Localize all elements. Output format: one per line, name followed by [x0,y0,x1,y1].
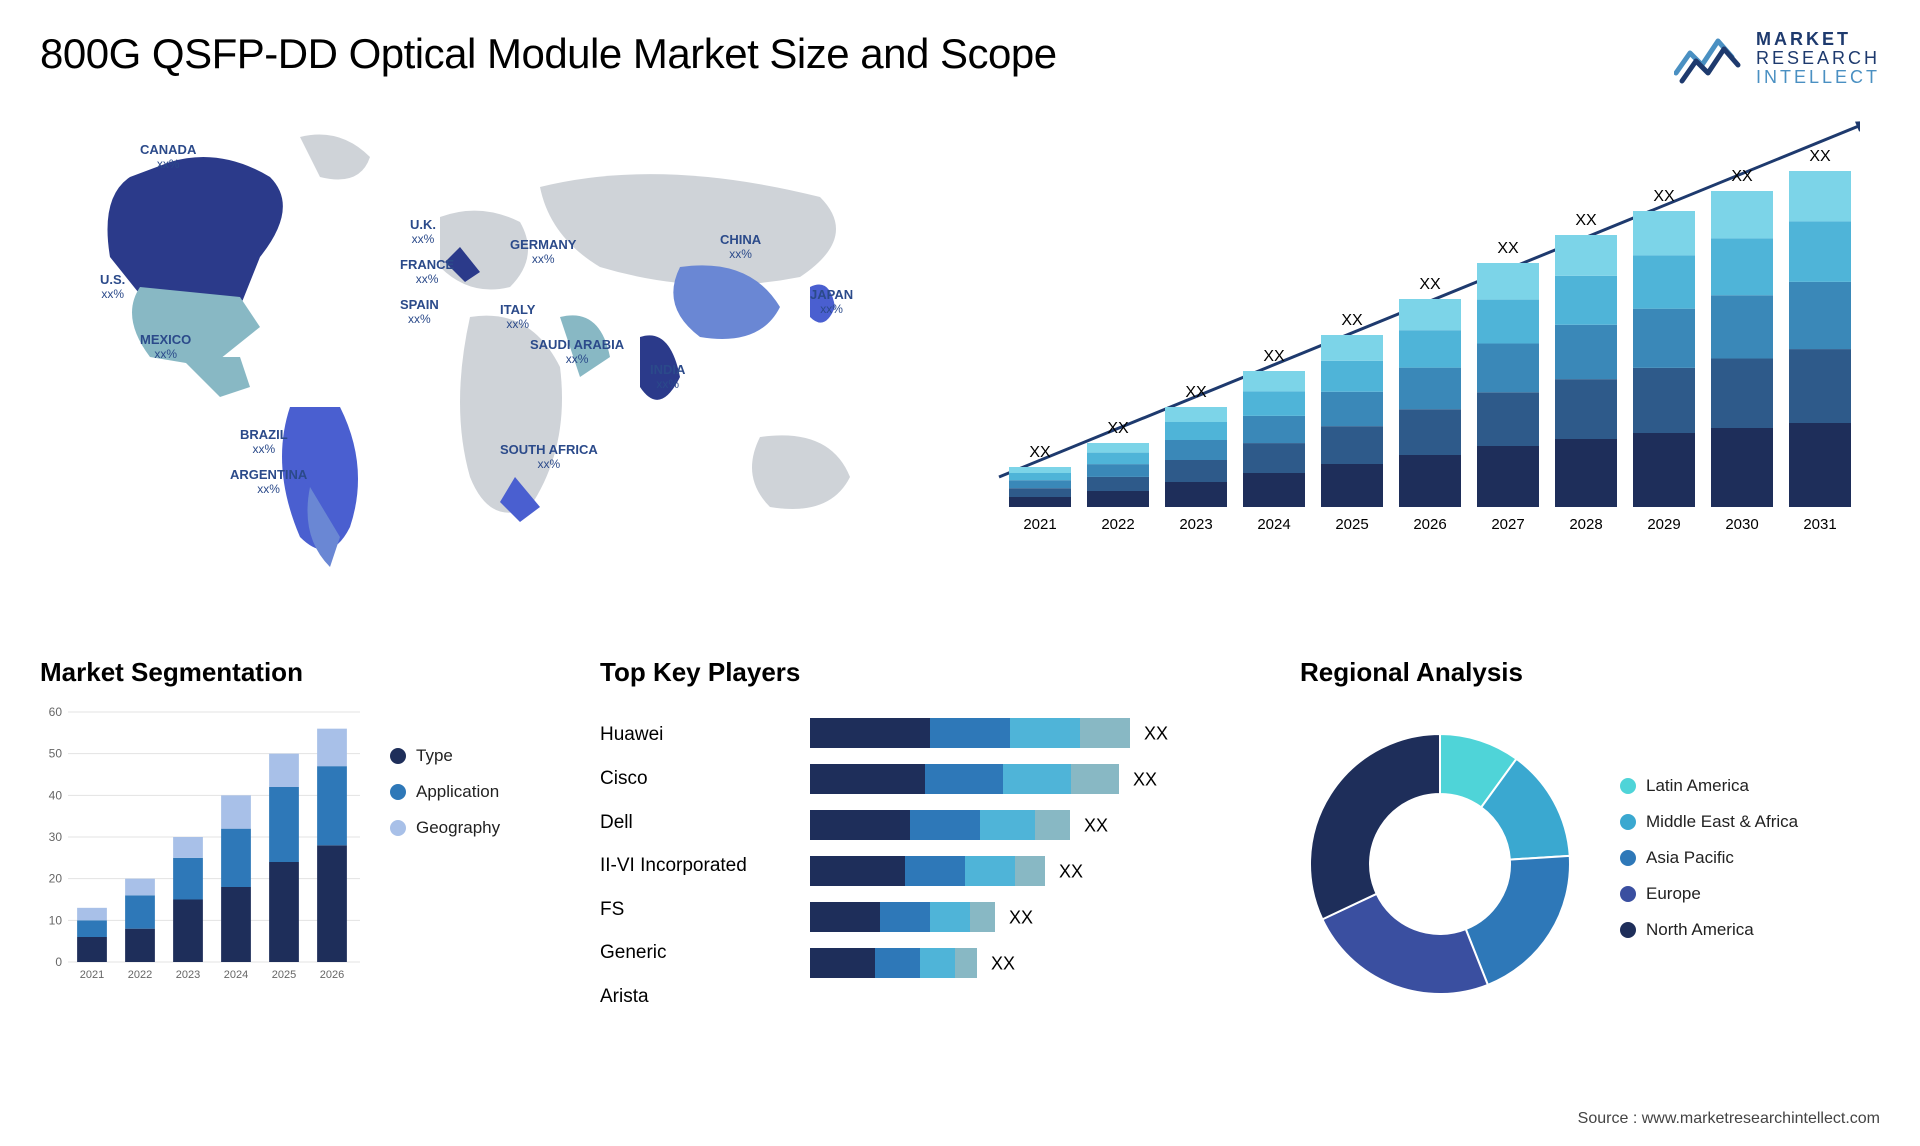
map-label: U.S.xx% [100,272,125,302]
svg-text:XX: XX [1497,240,1519,257]
svg-text:XX: XX [1653,188,1675,205]
map-label: FRANCExx% [400,257,454,287]
player-name: Huawei [600,724,790,746]
svg-text:2026: 2026 [1413,516,1446,533]
svg-text:XX: XX [1107,420,1129,437]
svg-text:XX: XX [1009,907,1033,927]
svg-text:40: 40 [49,788,63,802]
svg-text:XX: XX [1185,384,1207,401]
svg-text:XX: XX [1731,168,1753,185]
player-name: Dell [600,812,790,834]
legend-item: Europe [1620,884,1880,904]
region-title: Regional Analysis [1300,657,1880,688]
map-label: INDIAxx% [650,362,685,392]
svg-text:XX: XX [1084,815,1108,835]
map-label: CHINAxx% [720,232,761,262]
legend-item: Asia Pacific [1620,848,1880,868]
svg-text:2023: 2023 [1179,516,1212,533]
svg-text:XX: XX [1133,769,1157,789]
svg-text:2030: 2030 [1725,516,1758,533]
svg-text:20: 20 [49,871,63,885]
svg-text:XX: XX [1144,723,1168,743]
svg-text:2021: 2021 [1023,516,1056,533]
svg-text:2027: 2027 [1491,516,1524,533]
svg-text:2028: 2028 [1569,516,1602,533]
svg-text:2021: 2021 [80,969,104,981]
players-list: Huawei Cisco Dell II-VI Incorporated FS Gener… [600,706,790,1027]
svg-text:XX: XX [1263,348,1285,365]
svg-text:XX: XX [1059,861,1083,881]
legend-item: Latin America [1620,776,1880,796]
map-label: U.K.xx% [410,217,436,247]
map-label: SPAINxx% [400,297,439,327]
player-name: Cisco [600,768,790,790]
svg-text:2031: 2031 [1803,516,1836,533]
svg-text:XX: XX [1809,148,1831,165]
svg-text:30: 30 [49,830,63,844]
page-title: 800G QSFP-DD Optical Module Market Size … [40,30,1057,78]
logo-line1: MARKET [1756,30,1880,49]
player-name: II-VI Incorporated [600,855,790,877]
players-title: Top Key Players [600,657,1280,688]
segmentation-chart: 0 10 20 30 40 50 60 2021 2022 2023 2024 2025 2026 [40,706,360,1027]
region-legend: Latin America Middle East & Africa Asia Pa… [1620,776,1880,956]
world-map-chart: CANADAxx% U.S.xx% MEXICOxx% BRAZILxx% ARGENT… [40,107,950,627]
svg-text:XX: XX [1575,212,1597,229]
map-label: GERMANYxx% [510,237,576,267]
svg-text:2024: 2024 [1257,516,1290,533]
svg-text:XX: XX [991,953,1015,973]
region-donut-chart [1300,724,1600,1009]
svg-text:0: 0 [55,955,62,969]
legend-item: Type [390,746,580,766]
map-label: JAPANxx% [810,287,853,317]
svg-text:2025: 2025 [272,969,296,981]
map-label: MEXICOxx% [140,332,191,362]
legend-item: Middle East & Africa [1620,812,1880,832]
svg-text:2023: 2023 [176,969,200,981]
svg-text:2026: 2026 [320,969,344,981]
market-size-bar-chart: XX 2021 XX 2022 XX 2023 XX 2024 XX 2025 XX 2026 XX 20… [980,107,1880,627]
legend-item: North America [1620,920,1880,940]
player-name: Generic [600,942,790,964]
segmentation-legend: Type Application Geography [390,706,580,1027]
brand-logo: MARKET RESEARCH INTELLECT [1674,30,1880,87]
players-bar-chart: XX XX XX XX XX XX [810,706,1280,1027]
map-label: SOUTH AFRICAxx% [500,442,598,472]
source-text: Source : www.marketresearchintellect.com [1578,1110,1880,1128]
svg-text:XX: XX [1341,312,1363,329]
logo-line3: INTELLECT [1756,68,1880,87]
map-label: ARGENTINAxx% [230,467,307,497]
legend-item: Application [390,782,580,802]
svg-text:XX: XX [1029,444,1051,461]
segmentation-title: Market Segmentation [40,657,580,688]
player-name: FS [600,899,790,921]
svg-text:50: 50 [49,746,63,760]
logo-mark-icon [1674,31,1744,85]
svg-text:2022: 2022 [1101,516,1134,533]
svg-text:2029: 2029 [1647,516,1680,533]
map-label: BRAZILxx% [240,427,288,457]
logo-line2: RESEARCH [1756,49,1880,68]
svg-text:2022: 2022 [128,969,152,981]
svg-text:10: 10 [49,913,63,927]
svg-text:2024: 2024 [224,969,248,981]
player-name: Arista [600,986,790,1008]
svg-text:XX: XX [1419,276,1441,293]
svg-text:60: 60 [49,706,63,719]
map-label: CANADAxx% [140,142,196,172]
legend-item: Geography [390,818,580,838]
map-label: SAUDI ARABIAxx% [530,337,624,367]
map-label: ITALYxx% [500,302,535,332]
svg-text:2025: 2025 [1335,516,1368,533]
